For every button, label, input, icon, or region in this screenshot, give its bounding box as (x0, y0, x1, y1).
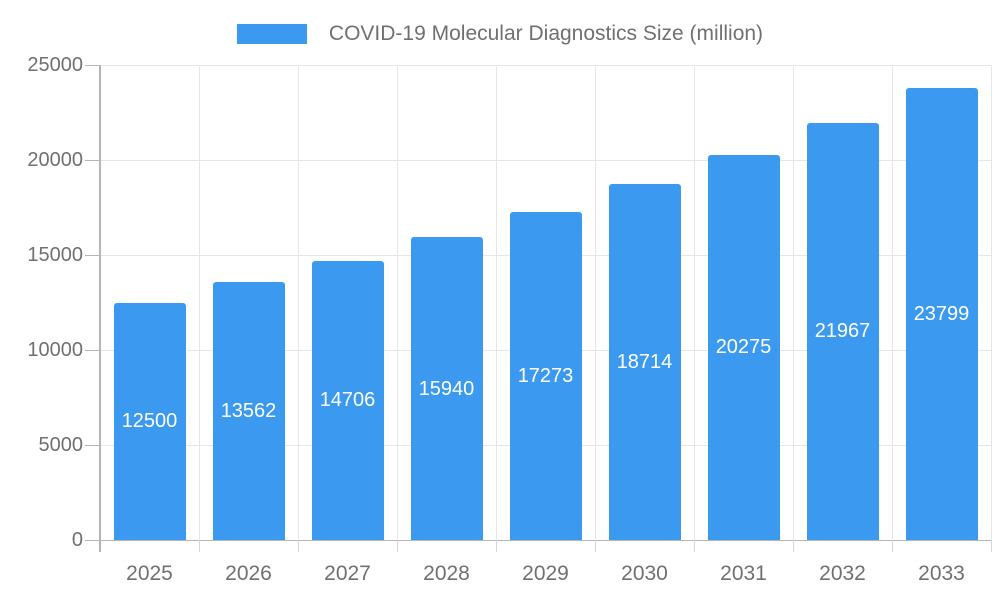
gridline-vertical (198, 65, 200, 540)
x-axis-tick (396, 540, 398, 552)
x-axis-tick (198, 540, 200, 552)
x-tick-label: 2025 (126, 562, 173, 585)
chart-legend[interactable]: COVID-19 Molecular Diagnostics Size (mil… (0, 14, 1000, 54)
gridline-vertical (594, 65, 596, 540)
y-axis-tick (85, 64, 100, 66)
gridline-vertical (792, 65, 794, 540)
x-tick-label: 2026 (225, 562, 272, 585)
x-axis-baseline (100, 539, 991, 541)
x-tick-label: 2030 (621, 562, 668, 585)
x-axis-tick (792, 540, 794, 552)
bar[interactable] (311, 260, 384, 540)
gridline-vertical (396, 65, 398, 540)
y-tick-label: 15000 (27, 244, 83, 266)
y-axis-tick (85, 159, 100, 161)
gridline-vertical (990, 65, 992, 540)
bar[interactable] (905, 87, 978, 540)
x-tick-label: 2029 (522, 562, 569, 585)
x-axis-tick (495, 540, 497, 552)
bar[interactable] (707, 154, 780, 540)
bar[interactable] (806, 122, 879, 540)
x-tick-label: 2028 (423, 562, 470, 585)
x-tick-label: 2032 (819, 562, 866, 585)
gridline-vertical (495, 65, 497, 540)
legend-swatch-icon (236, 24, 307, 44)
y-axis-line (99, 65, 101, 552)
y-axis-tick (85, 539, 100, 541)
bar[interactable] (212, 282, 285, 540)
gridline-horizontal (100, 64, 991, 66)
x-tick-label: 2031 (720, 562, 767, 585)
x-axis-tick (693, 540, 695, 552)
y-axis-tick (85, 254, 100, 256)
legend-label: COVID-19 Molecular Diagnostics Size (mil… (328, 22, 764, 45)
bar[interactable] (608, 184, 681, 540)
bar[interactable] (509, 211, 582, 540)
y-tick-label: 25000 (27, 54, 83, 76)
gridline-vertical (297, 65, 299, 540)
x-axis-tick (594, 540, 596, 552)
gridline-vertical (693, 65, 695, 540)
y-tick-label: 10000 (27, 339, 83, 361)
y-tick-label: 5000 (38, 434, 84, 456)
y-tick-label: 20000 (27, 149, 83, 171)
bar[interactable] (113, 302, 186, 540)
y-axis-tick (85, 444, 100, 446)
x-axis-tick (990, 540, 992, 552)
gridline-vertical (891, 65, 893, 540)
y-axis-tick (85, 349, 100, 351)
bar[interactable] (410, 237, 483, 540)
y-tick-label: 0 (71, 529, 83, 551)
gridline-horizontal (100, 159, 991, 161)
x-tick-label: 2033 (918, 562, 965, 585)
x-axis-tick (297, 540, 299, 552)
x-tick-label: 2027 (324, 562, 371, 585)
x-axis-tick (891, 540, 893, 552)
